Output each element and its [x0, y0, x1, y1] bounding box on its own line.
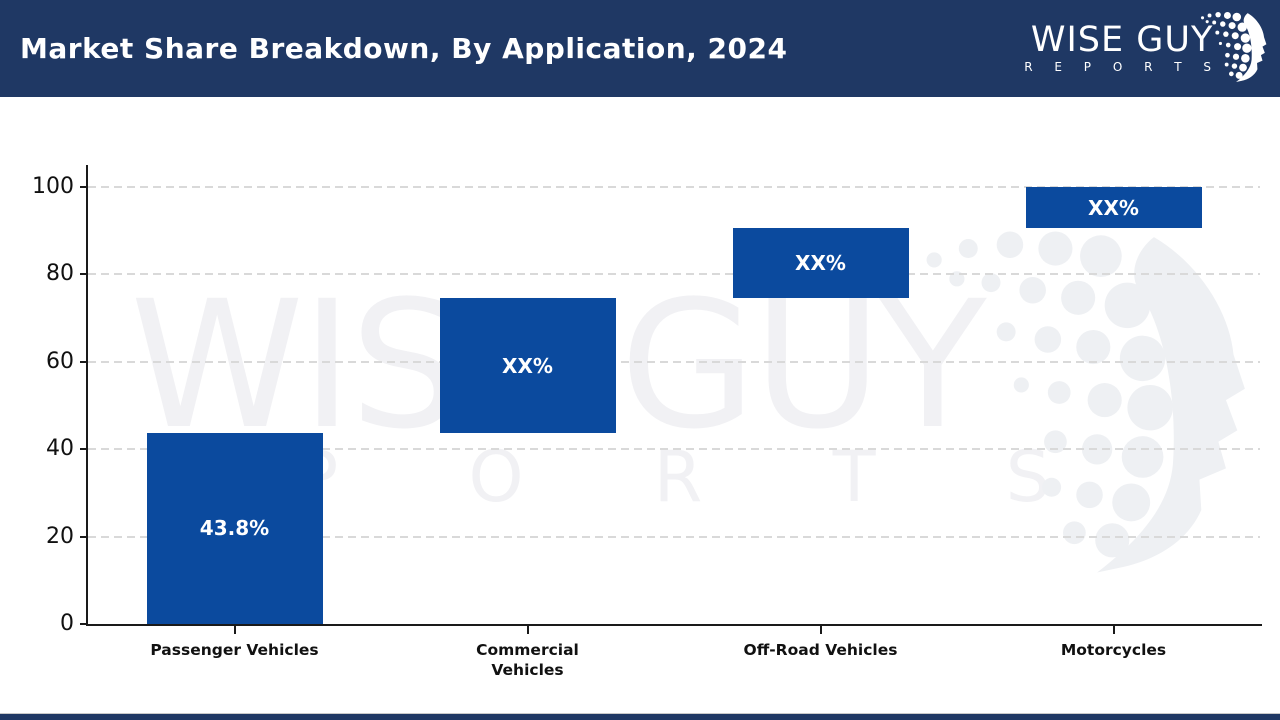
header-band: Market Share Breakdown, By Application, …	[0, 0, 1280, 97]
y-tick-label: 80	[46, 261, 74, 287]
watermark-text-line2: P O R T S	[296, 436, 1105, 518]
watermark-face-dots	[926, 231, 1173, 558]
x-tick-mark	[526, 626, 529, 634]
gridline-60	[88, 360, 1260, 363]
x-category-label: Commercial Vehicles	[476, 641, 579, 680]
dotted-face-icon	[1200, 11, 1267, 83]
y-tick-label: 40	[46, 436, 74, 462]
x-tick-mark	[233, 626, 236, 634]
logo-text: WISE GUY R E P O R T S	[1024, 22, 1220, 74]
gridline-80	[88, 273, 1260, 276]
x-category-label: Passenger Vehicles	[150, 641, 319, 659]
y-tick-mark	[80, 186, 88, 188]
x-axis-line	[86, 624, 1262, 626]
page-title: Market Share Breakdown, By Application, …	[20, 32, 788, 65]
bar-segment-text: XX%	[502, 353, 553, 378]
y-tick-mark	[80, 535, 88, 538]
x-category-label: Off-Road Vehicles	[743, 641, 898, 659]
y-axis-line	[86, 165, 88, 625]
gridline-20	[88, 535, 1260, 538]
watermark-face-icon	[926, 231, 1245, 573]
y-tick-mark	[80, 273, 88, 276]
bar-segment: XX%	[1025, 187, 1202, 229]
bar-segment-text: 43.8%	[199, 516, 270, 541]
y-tick-mark	[80, 623, 88, 625]
footer-band	[0, 713, 1280, 720]
y-tick-mark	[80, 360, 88, 363]
y-tick-mark	[80, 448, 88, 451]
logo-wordmark: WISE GUY	[1030, 20, 1214, 61]
y-tick-label: 100	[32, 174, 74, 199]
gridline-100	[88, 186, 1260, 188]
wise-guy-logo: WISE GUY R E P O R T S	[1024, 11, 1268, 84]
y-tick-label: 60	[46, 348, 74, 374]
x-tick-mark	[819, 626, 822, 634]
bar-segment: 43.8%	[146, 432, 323, 624]
face-dots	[1200, 11, 1252, 79]
y-tick-label: 0	[60, 611, 74, 636]
y-tick-label: 20	[46, 523, 74, 549]
bar-segment-text: XX%	[795, 251, 846, 276]
gridline-40	[88, 448, 1260, 451]
x-category-label: Motorcycles	[1060, 641, 1167, 659]
bar-segment: XX%	[439, 298, 616, 433]
x-tick-mark	[1112, 626, 1115, 634]
bar-segment: XX%	[732, 228, 909, 299]
bar-segment-text: XX%	[1088, 195, 1139, 220]
logo-subtext: R E P O R T S	[1024, 59, 1220, 74]
